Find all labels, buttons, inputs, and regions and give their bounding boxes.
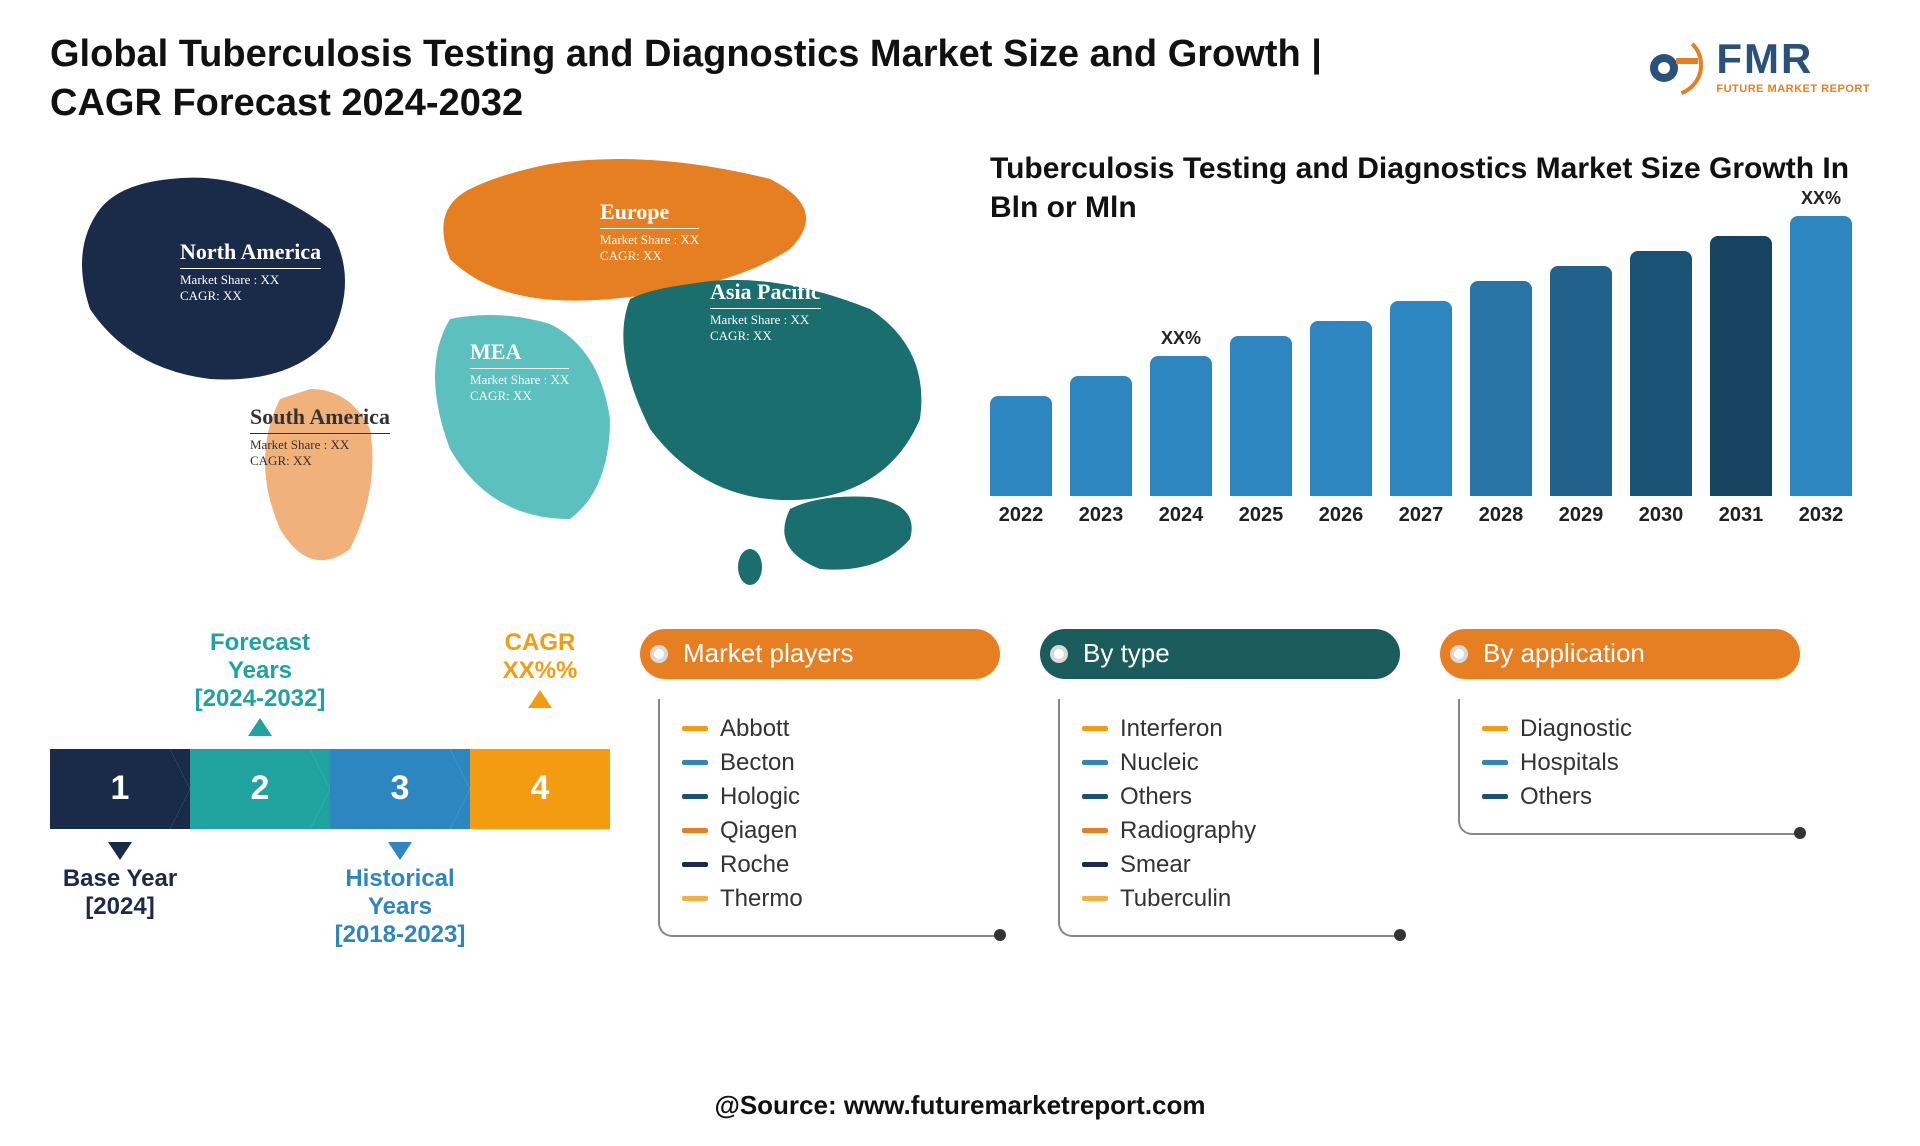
list-item: Radiography [1082, 817, 1388, 845]
category-header: By application [1440, 629, 1800, 679]
list-item: Abbott [682, 715, 988, 743]
category-header: Market players [640, 629, 1000, 679]
list-item: Interferon [1082, 715, 1388, 743]
logo: FMR FUTURE MARKET REPORT [1636, 30, 1870, 100]
timeline-seg-3: 3 [330, 749, 470, 829]
top-row: North AmericaMarket Share : XXCAGR: XX So… [50, 149, 1870, 589]
bar-2023: 2023 [1070, 376, 1132, 527]
header: Global Tuberculosis Testing and Diagnost… [50, 30, 1870, 129]
bar-2028: 2028 [1470, 281, 1532, 527]
hist-range: [2018-2023] [330, 921, 470, 949]
timeline-seg-4: 4 [470, 749, 610, 829]
list-item: Hospitals [1482, 749, 1788, 777]
category-by-type: By type Interferon Nucleic Others Radiograp… [1040, 629, 1400, 937]
world-map: North AmericaMarket Share : XXCAGR: XX So… [50, 149, 950, 589]
region-asia-pacific: Asia PacificMarket Share : XXCAGR: XX [710, 279, 821, 344]
list-item: Tuberculin [1082, 885, 1388, 913]
logo-sub: FUTURE MARKET REPORT [1716, 83, 1870, 95]
bar-2032: XX%2032 [1790, 216, 1852, 527]
bar-2025: 2025 [1230, 336, 1292, 527]
list-item: Thermo [682, 885, 988, 913]
bar-2026: 2026 [1310, 321, 1372, 527]
bars-container: 20222023XX%20242025202620272028202920302… [990, 247, 1870, 527]
bar-2027: 2027 [1390, 301, 1452, 527]
list-item: Others [1082, 783, 1388, 811]
list-item: Diagnostic [1482, 715, 1788, 743]
category-market-players: Market players Abbott Becton Hologic Qiagen… [640, 629, 1000, 937]
bottom-row: Forecast Years [2024-2032] CAGR XX%% 123… [50, 629, 1870, 949]
list-item: Nucleic [1082, 749, 1388, 777]
bar-2024: XX%2024 [1150, 356, 1212, 527]
categories: Market players Abbott Becton Hologic Qiagen… [640, 629, 1870, 937]
logo-icon [1636, 30, 1706, 100]
chart-title: Tuberculosis Testing and Diagnostics Mar… [990, 149, 1870, 227]
forecast-range: [2024-2032] [190, 685, 330, 713]
timeline-seg-2: 2 [190, 749, 330, 829]
region-europe: EuropeMarket Share : XXCAGR: XX [600, 199, 699, 264]
timeline-seg-1: 1 [50, 749, 190, 829]
bar-2030: 2030 [1630, 251, 1692, 527]
category-by-application: By application Diagnostic Hospitals Others [1440, 629, 1800, 937]
cagr-value: XX%% [470, 657, 610, 685]
bar-chart: Tuberculosis Testing and Diagnostics Mar… [990, 149, 1870, 589]
page-title: Global Tuberculosis Testing and Diagnost… [50, 30, 1350, 129]
list-item: Qiagen [682, 817, 988, 845]
region-north-america: North AmericaMarket Share : XXCAGR: XX [180, 239, 321, 304]
bar-2029: 2029 [1550, 266, 1612, 527]
cagr-label: CAGR [470, 629, 610, 657]
timeline-bar: 1234 [50, 749, 610, 829]
bar-2022: 2022 [990, 396, 1052, 527]
list-item: Smear [1082, 851, 1388, 879]
timeline: Forecast Years [2024-2032] CAGR XX%% 123… [50, 629, 610, 949]
category-header: By type [1040, 629, 1400, 679]
list-item: Becton [682, 749, 988, 777]
base-range: [2024] [50, 893, 190, 921]
logo-fmr: FMR [1716, 35, 1870, 83]
base-label: Base Year [50, 865, 190, 893]
hist-label: Historical Years [330, 865, 470, 921]
source-text: @Source: www.futuremarketreport.com [714, 1090, 1205, 1121]
bar-2031: 2031 [1710, 236, 1772, 527]
list-item: Others [1482, 783, 1788, 811]
forecast-label: Forecast Years [190, 629, 330, 685]
list-item: Hologic [682, 783, 988, 811]
list-item: Roche [682, 851, 988, 879]
region-south-america: South AmericaMarket Share : XXCAGR: XX [250, 404, 390, 469]
region-mea: MEAMarket Share : XXCAGR: XX [470, 339, 569, 404]
